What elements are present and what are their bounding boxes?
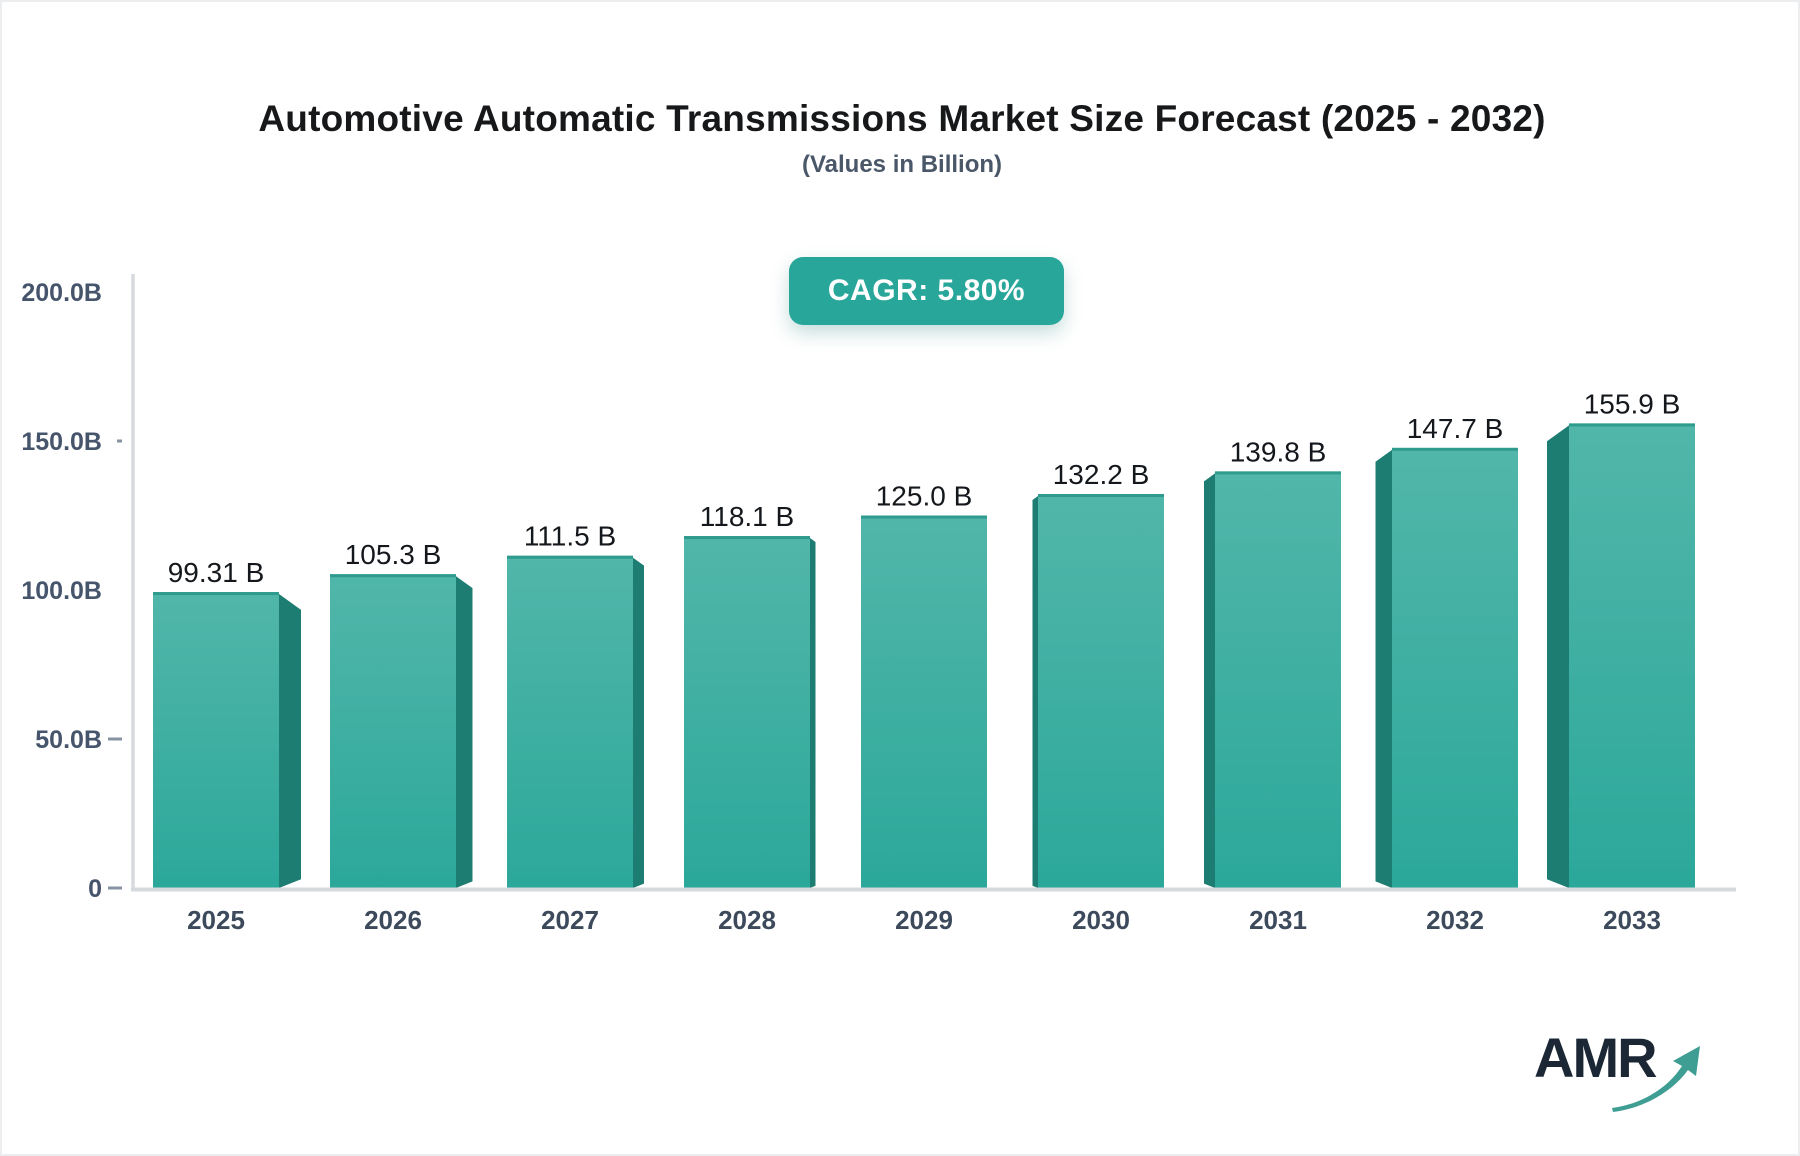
chart-title: Automotive Automatic Transmissions Marke… [258, 98, 1546, 139]
bar-2025 [153, 592, 301, 888]
bar-front-face [507, 555, 633, 888]
amr-logo: AMR [1534, 1030, 1714, 1122]
bar-top-edge [1215, 471, 1341, 475]
bar-front-face [1038, 494, 1164, 888]
x-axis-year-label: 2033 [1603, 905, 1661, 935]
bar-top-edge [1392, 447, 1518, 451]
bar-2033 [1547, 423, 1695, 888]
bar-value-label: 125.0 B [876, 481, 973, 512]
bar-front-face [1392, 447, 1518, 888]
bar-top-edge [153, 592, 279, 596]
bar-side-face [1547, 425, 1569, 888]
bar-front-face [153, 592, 279, 888]
y-tick-mark [108, 737, 122, 741]
bar-top-edge [1038, 494, 1164, 498]
y-tick-mark [108, 886, 122, 890]
x-axis-year-label: 2030 [1072, 905, 1130, 935]
cagr-badge: CAGR: 5.80% [789, 257, 1064, 325]
bar-value-label: 105.3 B [345, 539, 442, 570]
bar-2026 [330, 574, 473, 888]
bar-2032 [1375, 447, 1518, 888]
bar-top-edge [1569, 423, 1695, 427]
bar-value-label: 132.2 B [1053, 459, 1150, 490]
bar-value-label: 99.31 B [168, 557, 265, 588]
bar-front-face [1215, 471, 1341, 888]
bar-top-edge [507, 555, 633, 559]
x-axis-year-label: 2031 [1249, 905, 1307, 935]
bar-front-face [330, 574, 456, 888]
bar-side-face [1375, 449, 1392, 888]
bar-side-face [1032, 496, 1038, 888]
bar-2031 [1204, 471, 1341, 888]
bar-side-face [456, 576, 473, 888]
x-axis-year-label: 2028 [718, 905, 776, 935]
bar-top-edge [861, 515, 987, 519]
bar-front-face [684, 536, 810, 888]
bar-2029 [861, 515, 987, 888]
bar-2030 [1032, 494, 1164, 888]
x-axis-year-label: 2027 [541, 905, 599, 935]
bar-front-face [861, 515, 987, 888]
amr-logo-text: AMR [1534, 1026, 1658, 1089]
bar-value-label: 155.9 B [1584, 388, 1681, 419]
growth-arrow-icon [1612, 1046, 1700, 1112]
bar-side-face [279, 594, 301, 888]
x-axis-year-label: 2029 [895, 905, 953, 935]
y-tick-label: 0 [88, 875, 102, 903]
bar-value-label: 147.7 B [1407, 413, 1504, 444]
bar-front-face [1569, 423, 1695, 888]
bar-value-label: 118.1 B [700, 501, 794, 532]
bar-side-face [1204, 473, 1215, 888]
y-tick-label: 200.0B [21, 279, 102, 307]
bar-2027 [507, 555, 644, 888]
chart-subtitle: (Values in Billion) [801, 151, 1003, 178]
bar-2028 [684, 536, 816, 888]
y-tick-label: 50.0B [35, 726, 102, 754]
bar-top-edge [330, 574, 456, 578]
bar-value-label: 111.5 B [524, 521, 616, 552]
y-tick-label: 150.0B [21, 428, 102, 456]
y-tick-label: 100.0B [21, 577, 102, 605]
bar-side-face [633, 557, 644, 888]
bar-top-edge [684, 536, 810, 540]
x-axis-year-label: 2032 [1426, 905, 1484, 935]
y-tick-mark [117, 439, 122, 443]
bar-value-label: 139.8 B [1230, 436, 1327, 467]
x-axis-year-label: 2025 [187, 905, 245, 935]
x-axis-year-label: 2026 [364, 905, 422, 935]
bar-side-face [810, 538, 816, 888]
